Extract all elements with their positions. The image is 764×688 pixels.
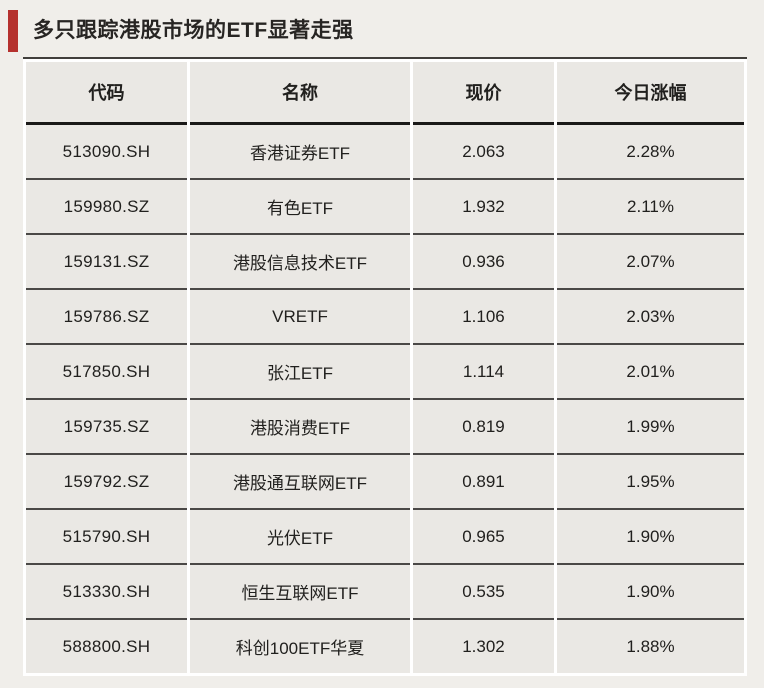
cell-price: 1.302 bbox=[413, 620, 554, 673]
cell-price: 0.891 bbox=[413, 455, 554, 510]
cell-price: 0.965 bbox=[413, 510, 554, 565]
cell-name: 光伏ETF bbox=[190, 510, 410, 565]
column-header-name: 名称 bbox=[190, 62, 410, 125]
cell-price: 2.063 bbox=[413, 125, 554, 180]
cell-code: 159131.SZ bbox=[26, 235, 187, 290]
table-row: 159786.SZ VRETF 1.106 2.03% bbox=[26, 290, 744, 345]
cell-code: 515790.SH bbox=[26, 510, 187, 565]
cell-name: 张江ETF bbox=[190, 345, 410, 400]
cell-name: 港股信息技术ETF bbox=[190, 235, 410, 290]
cell-gain: 1.99% bbox=[557, 400, 744, 455]
table-header-row: 代码 名称 现价 今日涨幅 bbox=[26, 62, 744, 125]
etf-table: 代码 名称 现价 今日涨幅 513090.SH 香港证券ETF 2.063 2.… bbox=[23, 57, 747, 676]
cell-name: 恒生互联网ETF bbox=[190, 565, 410, 620]
cell-gain: 2.01% bbox=[557, 345, 744, 400]
cell-name: 港股消费ETF bbox=[190, 400, 410, 455]
table-row: 513090.SH 香港证券ETF 2.063 2.28% bbox=[26, 125, 744, 180]
cell-gain: 1.90% bbox=[557, 565, 744, 620]
cell-code: 159980.SZ bbox=[26, 180, 187, 235]
table-rows: 513090.SH 香港证券ETF 2.063 2.28% 159980.SZ … bbox=[26, 125, 744, 673]
cell-gain: 2.03% bbox=[557, 290, 744, 345]
cell-name: VRETF bbox=[190, 290, 410, 345]
cell-price: 1.932 bbox=[413, 180, 554, 235]
cell-gain: 2.07% bbox=[557, 235, 744, 290]
cell-price: 1.114 bbox=[413, 345, 554, 400]
table-row: 515790.SH 光伏ETF 0.965 1.90% bbox=[26, 510, 744, 565]
cell-code: 513330.SH bbox=[26, 565, 187, 620]
table-body: 代码 名称 现价 今日涨幅 513090.SH 香港证券ETF 2.063 2.… bbox=[23, 59, 747, 676]
cell-code: 513090.SH bbox=[26, 125, 187, 180]
cell-gain: 2.11% bbox=[557, 180, 744, 235]
cell-price: 1.106 bbox=[413, 290, 554, 345]
cell-price: 0.819 bbox=[413, 400, 554, 455]
cell-price: 0.535 bbox=[413, 565, 554, 620]
cell-name: 有色ETF bbox=[190, 180, 410, 235]
table-row: 159735.SZ 港股消费ETF 0.819 1.99% bbox=[26, 400, 744, 455]
title-accent-bar bbox=[8, 10, 18, 52]
column-header-gain: 今日涨幅 bbox=[557, 62, 744, 125]
cell-name: 科创100ETF华夏 bbox=[190, 620, 410, 673]
page-title: 多只跟踪港股市场的ETF显著走强 bbox=[33, 19, 354, 42]
cell-code: 588800.SH bbox=[26, 620, 187, 673]
cell-gain: 1.88% bbox=[557, 620, 744, 673]
column-header-code: 代码 bbox=[26, 62, 187, 125]
cell-gain: 2.28% bbox=[557, 125, 744, 180]
table-row: 517850.SH 张江ETF 1.114 2.01% bbox=[26, 345, 744, 400]
table-row: 159131.SZ 港股信息技术ETF 0.936 2.07% bbox=[26, 235, 744, 290]
table-row: 159980.SZ 有色ETF 1.932 2.11% bbox=[26, 180, 744, 235]
table-row: 588800.SH 科创100ETF华夏 1.302 1.88% bbox=[26, 620, 744, 673]
cell-name: 香港证券ETF bbox=[190, 125, 410, 180]
cell-code: 159786.SZ bbox=[26, 290, 187, 345]
cell-price: 0.936 bbox=[413, 235, 554, 290]
section-title-row: 多只跟踪港股市场的ETF显著走强 bbox=[8, 10, 354, 52]
cell-name: 港股通互联网ETF bbox=[190, 455, 410, 510]
cell-code: 517850.SH bbox=[26, 345, 187, 400]
column-header-price: 现价 bbox=[413, 62, 554, 125]
table-top-rule bbox=[23, 57, 747, 59]
cell-gain: 1.90% bbox=[557, 510, 744, 565]
cell-code: 159792.SZ bbox=[26, 455, 187, 510]
table-row: 159792.SZ 港股通互联网ETF 0.891 1.95% bbox=[26, 455, 744, 510]
cell-code: 159735.SZ bbox=[26, 400, 187, 455]
table-row: 513330.SH 恒生互联网ETF 0.535 1.90% bbox=[26, 565, 744, 620]
cell-gain: 1.95% bbox=[557, 455, 744, 510]
